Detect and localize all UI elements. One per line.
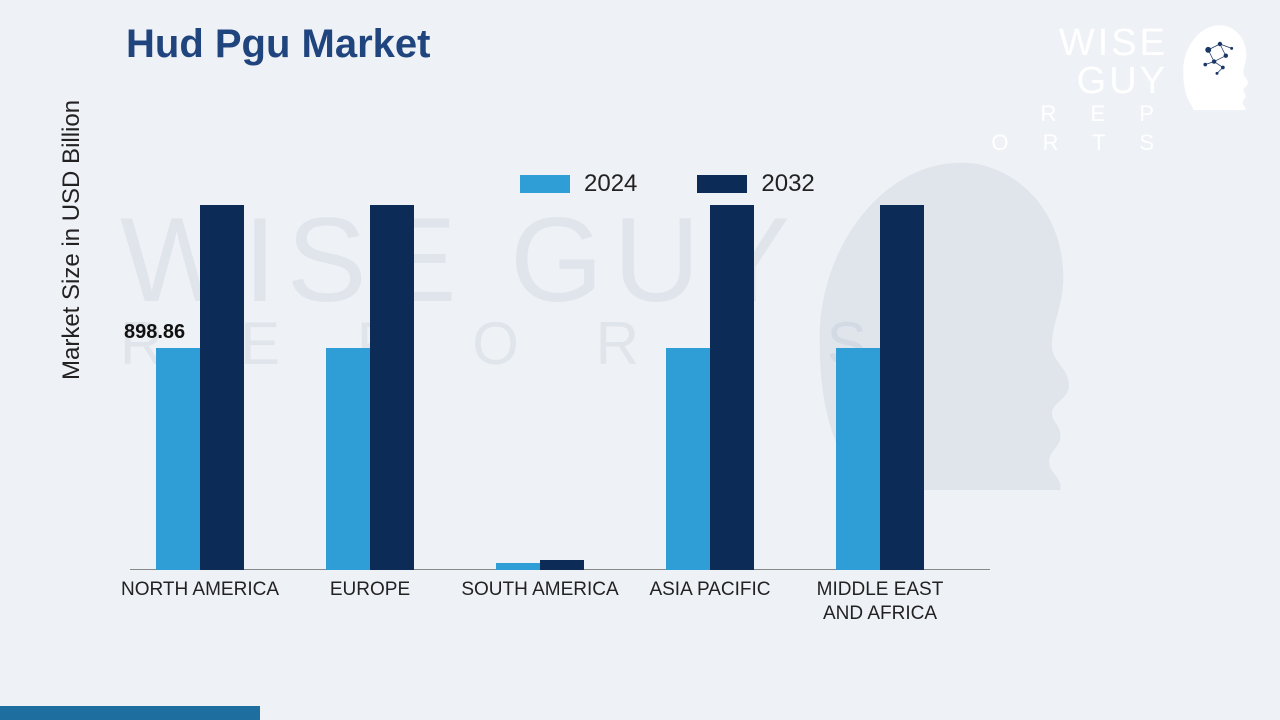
logo-line1: WISE GUY (990, 24, 1168, 100)
legend-item: 2032 (697, 170, 814, 198)
category-label: EUROPE (290, 570, 450, 602)
bar-2024 (496, 563, 540, 570)
bar-2032 (880, 205, 924, 570)
category-label: SOUTH AMERICA (460, 570, 620, 602)
y-axis-label: Market Size in USD Billion (58, 100, 86, 380)
category-label: MIDDLE EAST AND AFRICA (800, 570, 960, 626)
legend-label: 2032 (761, 170, 814, 198)
legend-item: 2024 (520, 170, 637, 198)
legend-label: 2024 (584, 170, 637, 198)
logo-line2: R E P O R T S (990, 100, 1168, 157)
category-label: ASIA PACIFIC (630, 570, 790, 602)
bar-group: EUROPE (300, 205, 440, 570)
legend: 2024 2032 (520, 170, 815, 198)
bar-2032 (540, 560, 584, 570)
category-label: NORTH AMERICA (120, 570, 280, 602)
bar-2032 (200, 205, 244, 570)
bar-value-label: 898.86 (124, 321, 185, 344)
bottom-accent-bar (0, 706, 260, 720)
bar-2032 (370, 205, 414, 570)
bar-2024 (156, 348, 200, 570)
bar-chart: NORTH AMERICAEUROPE SOUTH AMERICA ASIA PAC… (120, 200, 990, 570)
brand-logo: WISE GUY R E P O R T S (990, 24, 1250, 157)
bar-2024 (666, 348, 710, 570)
bar-2024 (326, 348, 370, 570)
legend-swatch-2024 (520, 175, 570, 193)
bar-group: ASIA PACIFIC (640, 205, 780, 570)
bar-group: SOUTH AMERICA (470, 560, 610, 570)
stage: WISE GUY R E P O R T S WISE GUY R E P O … (0, 0, 1280, 720)
bar-2024 (836, 348, 880, 570)
bar-2032 (710, 205, 754, 570)
logo-head-icon (1178, 22, 1256, 110)
bar-group: NORTH AMERICA (130, 205, 270, 570)
page-title: Hud Pgu Market (126, 22, 430, 67)
legend-swatch-2032 (697, 175, 747, 193)
bar-group: MIDDLE EAST AND AFRICA (810, 205, 950, 570)
